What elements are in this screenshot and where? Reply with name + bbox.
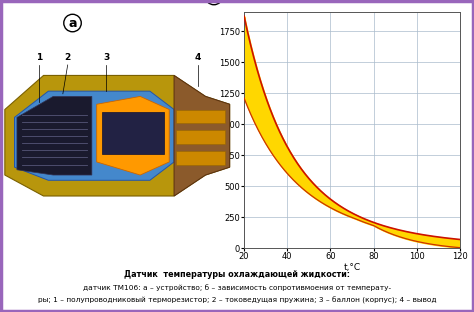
Polygon shape [174,76,229,196]
Text: 2: 2 [64,53,71,61]
Polygon shape [15,91,174,180]
Text: 4: 4 [195,53,201,61]
Text: датчик ТМ106: а – устройство; б – зависимость сопротивмоения от температу-: датчик ТМ106: а – устройство; б – зависи… [83,285,391,291]
Polygon shape [5,76,229,196]
Bar [101,112,164,154]
Text: б: б [210,0,219,2]
Bar [176,130,225,144]
Text: Датчик  температуры охлаждающей жидкости:: Датчик температуры охлаждающей жидкости: [124,270,350,279]
Y-axis label: R, Ом: R, Ом [209,117,218,143]
Polygon shape [17,96,92,175]
Bar [176,110,225,123]
Text: 1: 1 [36,53,42,61]
Text: а: а [68,17,77,30]
Text: 3: 3 [103,53,109,61]
X-axis label: t,°C: t,°C [343,263,361,271]
Polygon shape [97,96,169,175]
Text: ры; 1 – полупроводниковый терморезистор; 2 – токоведущая пружина; 3 – баллон (ко: ры; 1 – полупроводниковый терморезистор;… [38,296,436,304]
Bar [176,151,225,164]
